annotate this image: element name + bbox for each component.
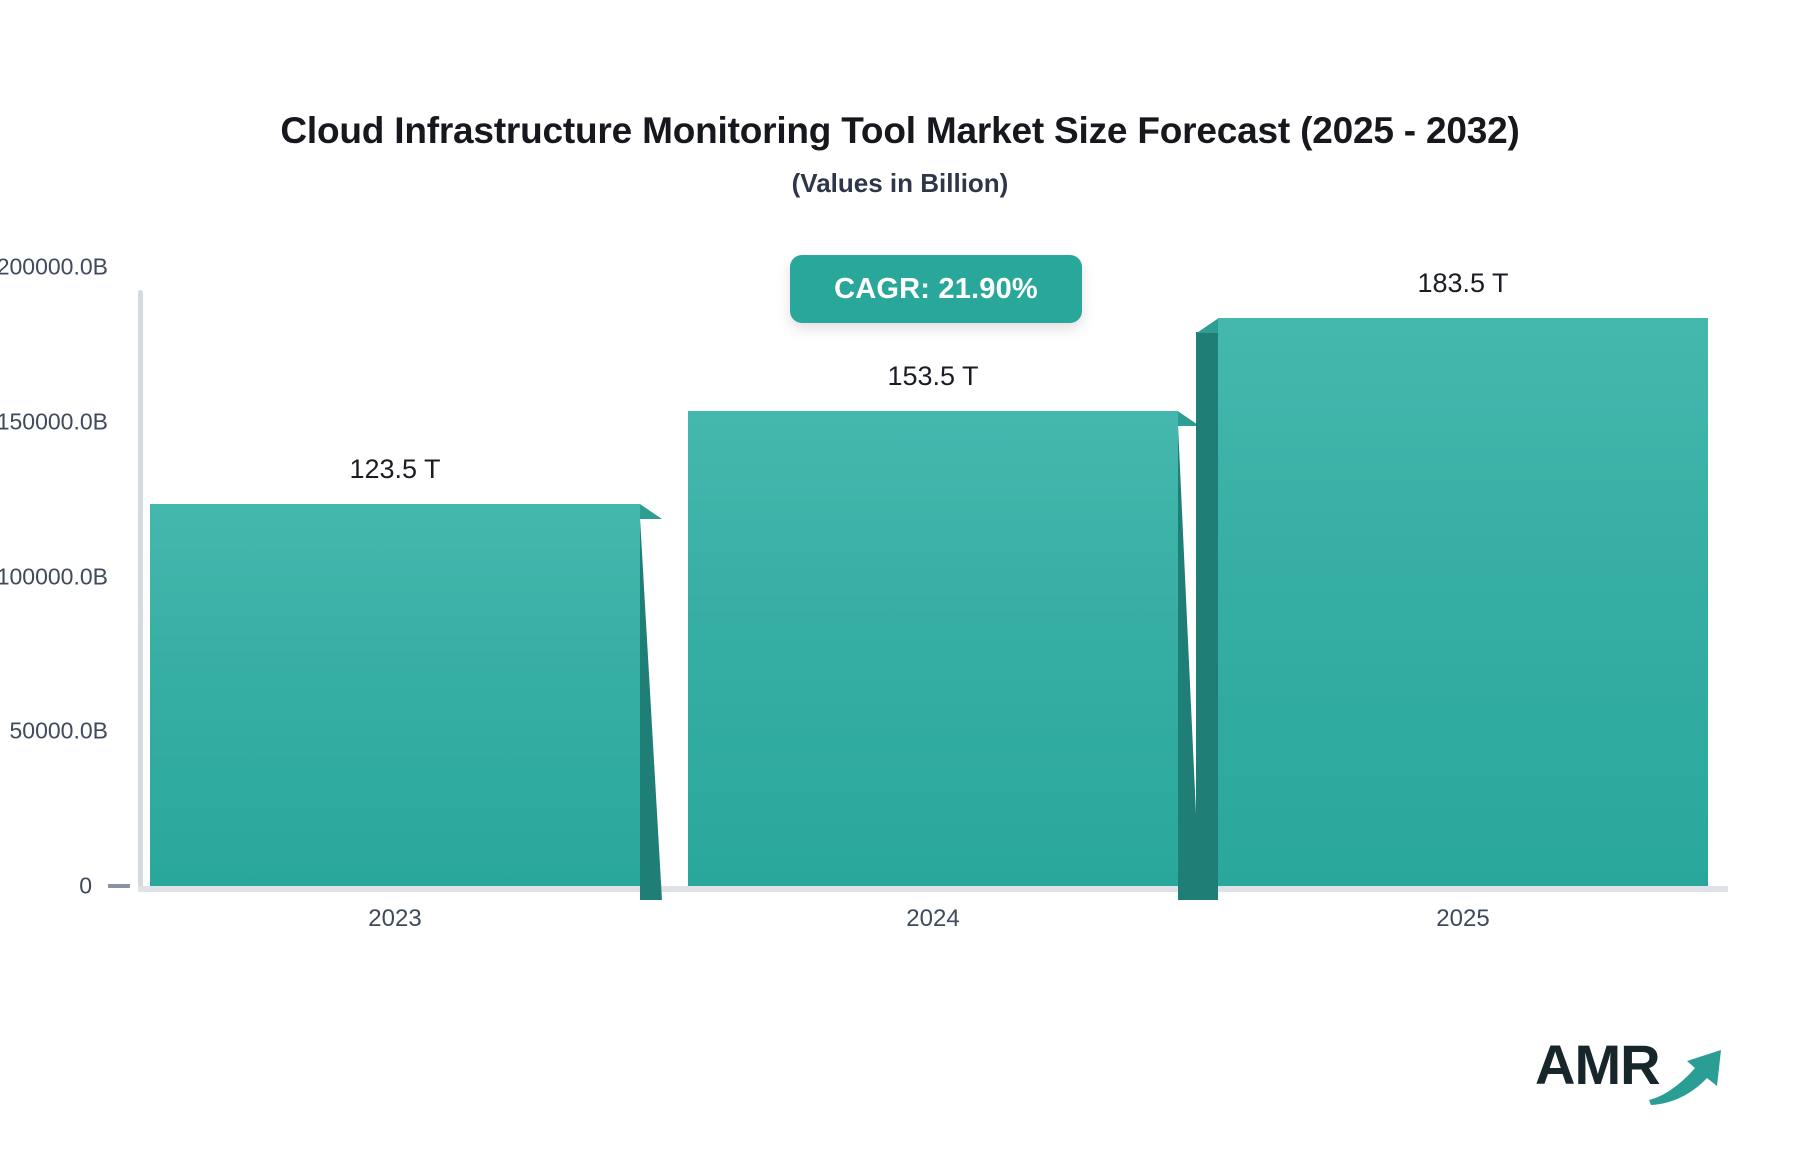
bar-top-bevel — [640, 504, 662, 520]
bar-side-face — [640, 518, 662, 900]
bar-value-label: 153.5 T — [887, 361, 979, 392]
y-axis-line — [138, 290, 143, 890]
x-axis-category-label: 2024 — [906, 905, 960, 932]
bar-value-label: 183.5 T — [1417, 268, 1509, 299]
x-axis-baseline — [138, 886, 1728, 892]
bar-column[interactable] — [1196, 318, 1708, 900]
x-axis-category-label: 2023 — [368, 905, 422, 932]
cagr-badge-label: CAGR: 21.90% — [834, 272, 1038, 305]
bar-face — [688, 411, 1178, 886]
page-subtitle: (Values in Billion) — [791, 168, 1009, 198]
y-tick-label: 50000.0B — [9, 717, 108, 744]
y-tick-label: 100000.0B — [0, 563, 108, 590]
bar-face — [150, 504, 640, 886]
bar-value-label: 123.5 T — [349, 454, 441, 485]
bar-top-bevel — [1196, 318, 1218, 334]
y-tick-mark — [108, 884, 130, 888]
page-title: Cloud Infrastructure Monitoring Tool Mar… — [280, 110, 1520, 151]
growth-arrow-icon — [1649, 1050, 1721, 1105]
y-tick-label: 200000.0B — [0, 253, 108, 280]
amr-logo-text: AMR — [1535, 1033, 1661, 1096]
bar-column[interactable] — [688, 411, 1200, 900]
bar-side-face — [1196, 332, 1218, 900]
bar-face — [1218, 318, 1708, 886]
y-tick-label: 150000.0B — [0, 408, 108, 435]
x-axis-category-label: 2025 — [1436, 905, 1490, 932]
cagr-badge: CAGR: 21.90% — [790, 255, 1082, 323]
amr-logo: AMR — [1535, 1030, 1725, 1110]
bar-column[interactable] — [150, 504, 662, 900]
y-tick-label: 0 — [79, 872, 92, 899]
